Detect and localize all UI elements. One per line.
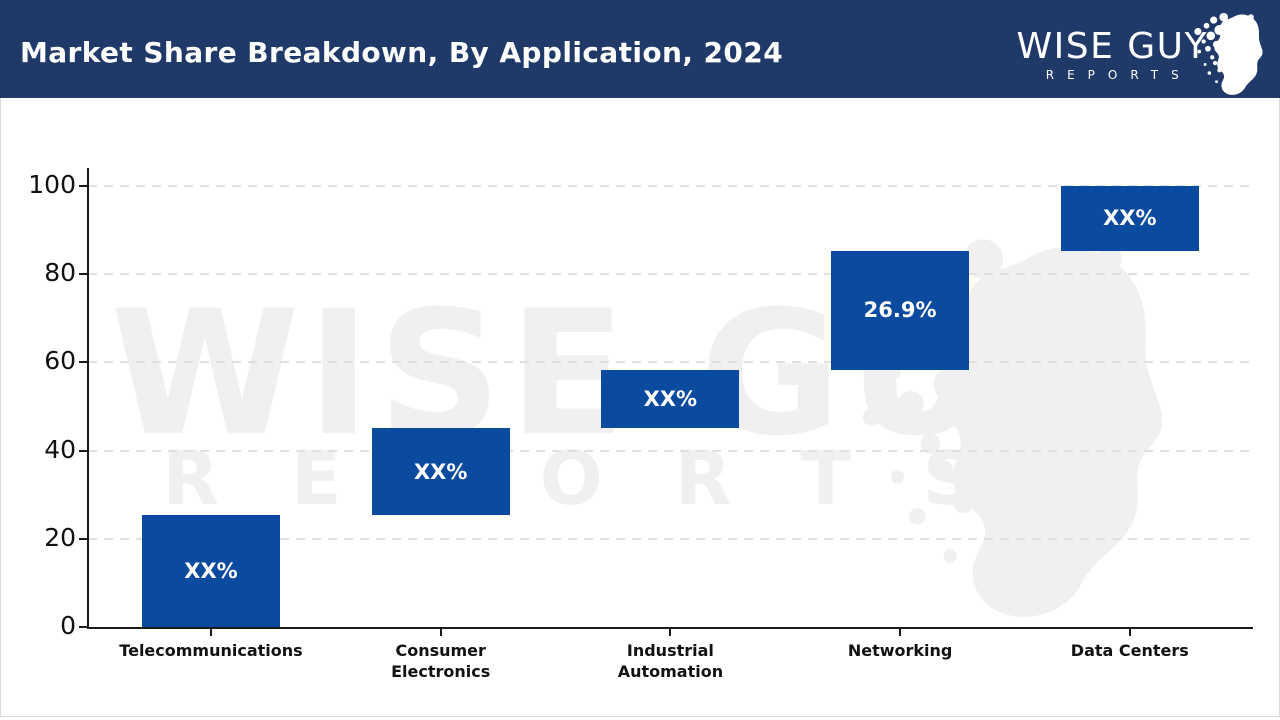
y-axis-tick [79, 361, 87, 364]
wiseguy-logo-line2: REPORTS [1045, 68, 1192, 82]
y-axis-tick [79, 626, 87, 628]
frame-bottom-line [0, 716, 1280, 717]
x-axis-tick [210, 629, 212, 636]
y-axis-tick-label: 80 [44, 258, 76, 288]
x-axis-tick [439, 629, 442, 636]
bar-value-label: XX% [184, 558, 238, 583]
chart-area: WISE GUY REPORTS 0 20 40 60 80 100 XX% Telecomm… [0, 98, 1280, 716]
bar-consumer-electronics: XX% [371, 428, 510, 515]
wiseguy-logo: WISE GUY REPORTS [1017, 10, 1265, 100]
x-axis-category-label-industrial-automation: Industrial Automation [617, 641, 724, 681]
y-axis-line [87, 168, 89, 629]
x-axis-tick [1128, 629, 1131, 636]
gridline-20 [88, 537, 1253, 540]
y-axis-tick-label: 60 [44, 346, 76, 376]
y-axis-tick [79, 537, 87, 540]
gridline-40 [88, 449, 1253, 452]
x-axis-category-label-consumer-electronics: Consumer Electronics [391, 641, 491, 681]
wiseguy-face-watermark-icon [838, 226, 1168, 626]
y-axis-tick [79, 449, 87, 452]
wiseguy-face-logo-icon [1192, 10, 1264, 100]
bar-value-label: XX% [413, 459, 468, 484]
y-axis-tick [79, 184, 87, 187]
y-axis-tick-label: 20 [44, 522, 76, 552]
bar-value-label: XX% [1103, 206, 1157, 231]
bar-networking: 26.9% [831, 251, 970, 370]
bar-value-label: 26.9% [863, 298, 937, 323]
wiseguy-logo-text: WISE GUY REPORTS [1016, 26, 1209, 83]
bar-telecommunications: XX% [142, 514, 280, 627]
gridline-100 [88, 184, 1253, 187]
bar-industrial-automation: XX% [601, 369, 740, 429]
y-axis-tick-label: 0 [60, 611, 76, 640]
x-axis-line [87, 627, 1253, 629]
bar-value-label: XX% [643, 387, 698, 412]
y-axis-tick [79, 273, 87, 276]
y-axis-tick-label: 100 [28, 169, 76, 199]
page-title: Market Share Breakdown, By Application, … [20, 36, 784, 69]
header-banner: Market Share Breakdown, By Application, … [0, 0, 1280, 98]
x-axis-tick [669, 629, 672, 636]
y-axis-tick-label: 40 [44, 434, 76, 464]
frame-left-line [0, 98, 1, 716]
wiseguy-logo-line1: WISE GUY [1016, 26, 1208, 67]
bar-data-centers: XX% [1060, 185, 1199, 252]
gridline-80 [88, 273, 1253, 276]
x-axis-tick [899, 629, 902, 636]
x-axis-category-label-telecommunications: Telecommunications [119, 641, 303, 660]
x-axis-category-label-networking: Networking [847, 641, 953, 660]
x-axis-category-label-data-centers: Data Centers [1070, 641, 1189, 660]
gridline-60 [88, 361, 1253, 364]
